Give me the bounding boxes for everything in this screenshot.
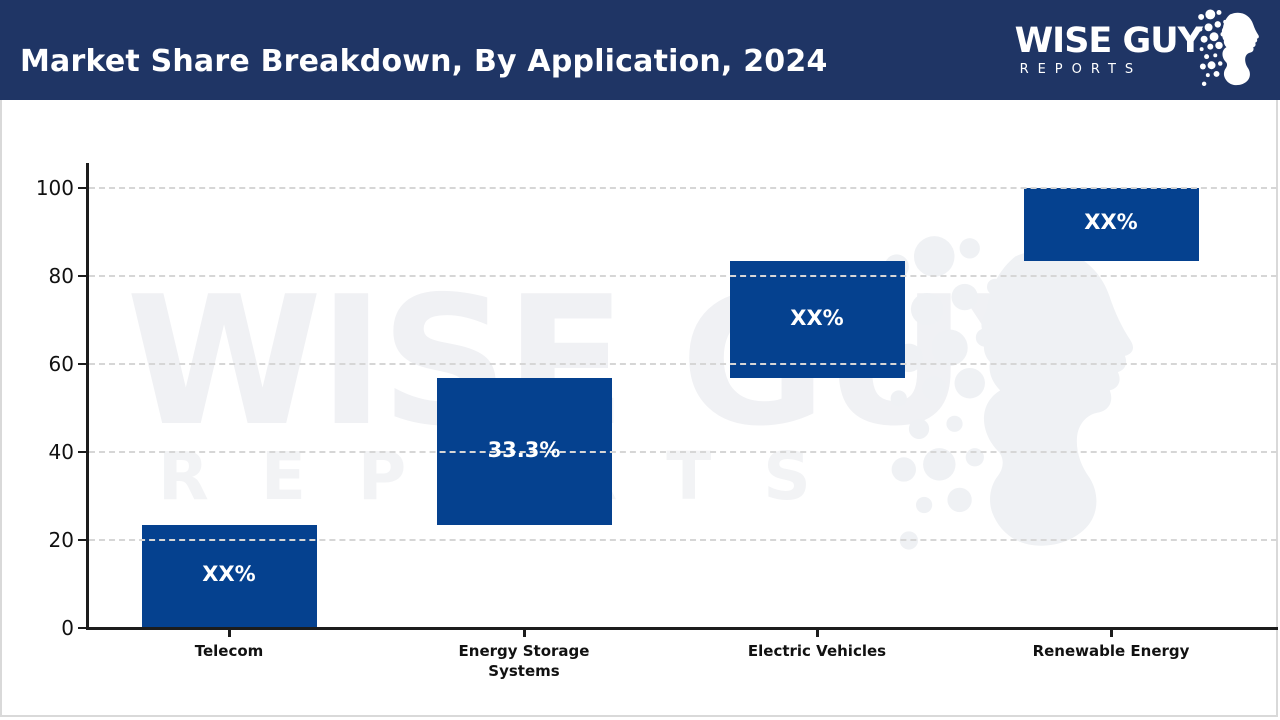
logo-head-icon xyxy=(1197,9,1259,87)
gridline xyxy=(89,186,1277,189)
x-tick-mark xyxy=(816,629,819,637)
x-axis-line xyxy=(86,627,1278,630)
wise-guy-logo: WISE GUY REPORTS xyxy=(1015,6,1268,94)
y-tick-label: 60 xyxy=(48,351,74,376)
y-tick-mark xyxy=(78,274,87,277)
bar-value-label: XX% xyxy=(202,562,256,587)
y-tick-mark xyxy=(78,362,87,365)
x-category-label: Renewable Energy xyxy=(1032,642,1190,660)
gridline xyxy=(89,538,1277,541)
y-axis-line xyxy=(86,163,89,630)
page-title: Market Share Breakdown, By Application, … xyxy=(20,44,828,79)
y-tick-label: 0 xyxy=(61,615,74,640)
y-tick-mark xyxy=(78,626,87,629)
gridline xyxy=(89,274,1277,277)
gridline xyxy=(89,450,1277,453)
logo-subtext: REPORTS xyxy=(1019,61,1143,77)
y-tick-mark xyxy=(78,450,87,453)
x-tick-mark xyxy=(523,629,526,637)
y-tick-label: 20 xyxy=(48,527,74,552)
bar-value-label: XX% xyxy=(1084,210,1138,235)
y-tick-mark xyxy=(78,538,87,541)
y-tick-label: 80 xyxy=(48,263,74,288)
x-tick-mark xyxy=(1110,629,1113,637)
y-tick-mark xyxy=(78,186,87,189)
waterfall-chart: 0 20 40 60 80 100 XX% 33.3% XX% XX% Telecom Energy … xyxy=(0,100,1280,720)
gridline xyxy=(89,362,1277,365)
bar-value-label: 33.3% xyxy=(487,437,561,462)
bar-value-label: XX% xyxy=(790,305,844,330)
y-tick-label: 100 xyxy=(35,175,74,200)
x-category-label: Electric Vehicles xyxy=(747,642,887,660)
bar-1 xyxy=(141,524,317,628)
logo-text: WISE GUY REPORTS xyxy=(1014,21,1203,77)
y-tick-label: 40 xyxy=(48,439,74,464)
logo-wordmark: WISE GUY xyxy=(1014,21,1203,62)
x-category-label: Telecom xyxy=(194,642,264,660)
x-tick-mark xyxy=(228,629,231,637)
bar-4 xyxy=(1023,187,1199,261)
x-category-label: Energy Storage Systems xyxy=(458,642,590,681)
header-bar: Market Share Breakdown, By Application, … xyxy=(0,0,1280,100)
bar-3 xyxy=(729,260,905,379)
